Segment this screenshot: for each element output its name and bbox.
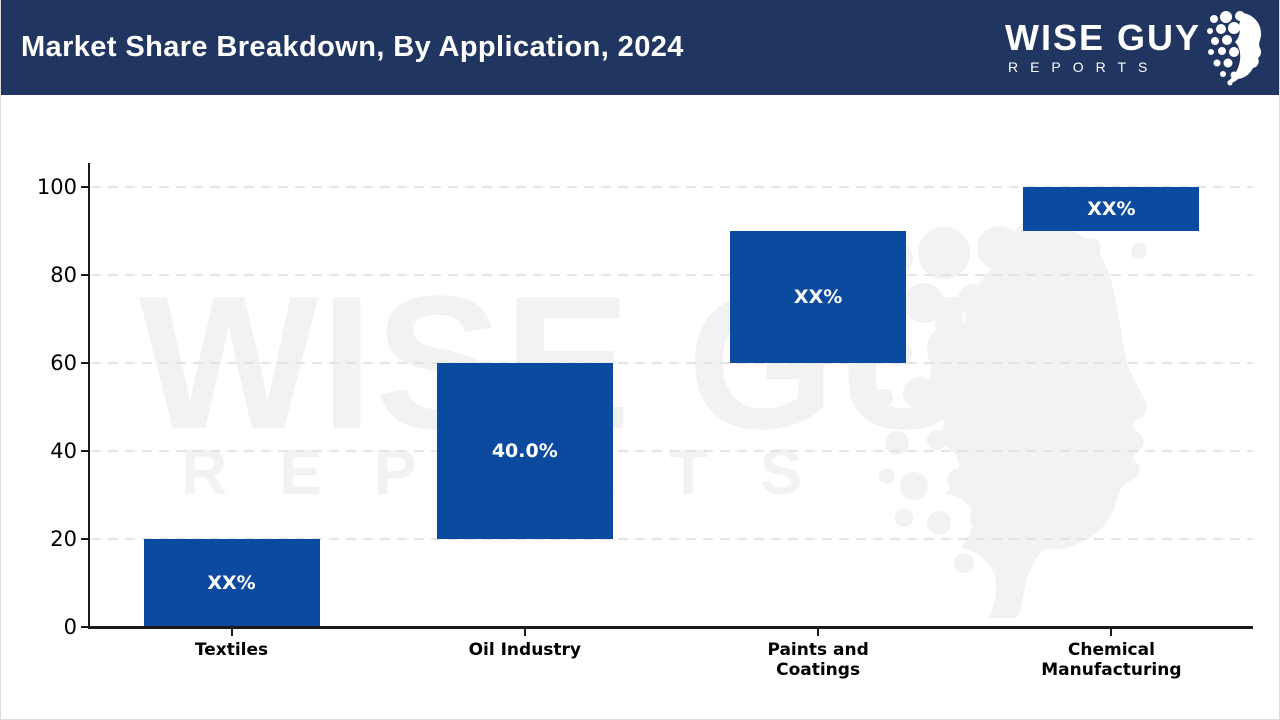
x-category-label: Oil Industry bbox=[468, 640, 582, 660]
x-axis-line bbox=[88, 626, 1253, 629]
x-category-label: Chemical Manufacturing bbox=[1041, 640, 1182, 681]
bar: 40.0% bbox=[436, 363, 613, 540]
page-title: Market Share Breakdown, By Application, … bbox=[21, 31, 684, 63]
bar: XX% bbox=[1023, 187, 1200, 232]
gridline bbox=[91, 538, 1253, 541]
bar: XX% bbox=[730, 231, 907, 364]
y-tick-label: 20 bbox=[50, 527, 77, 552]
y-tick bbox=[81, 538, 89, 541]
y-tick bbox=[81, 186, 89, 189]
y-tick bbox=[81, 274, 89, 277]
y-tick bbox=[81, 362, 89, 365]
y-tick-label: 40 bbox=[50, 439, 77, 464]
x-tick bbox=[230, 628, 233, 636]
x-category-label: Textiles bbox=[194, 640, 269, 660]
y-tick bbox=[81, 626, 89, 628]
gridline bbox=[91, 186, 1253, 189]
logo-face-icon bbox=[1207, 10, 1262, 85]
logo-subtext: REPORTS bbox=[1007, 59, 1160, 75]
bar: XX% bbox=[143, 539, 320, 627]
bar-value-label: XX% bbox=[207, 572, 256, 594]
y-axis-line bbox=[88, 163, 90, 629]
gridline bbox=[91, 450, 1253, 453]
x-tick bbox=[1110, 628, 1113, 636]
x-category-label: Paints and Coatings bbox=[767, 640, 869, 681]
header-bar: Market Share Breakdown, By Application, … bbox=[1, 0, 1279, 95]
gridline bbox=[91, 274, 1253, 277]
y-tick-label: 0 bbox=[63, 615, 77, 639]
gridline bbox=[91, 362, 1253, 365]
wiseguy-logo: WISE GUY REPORTS bbox=[1005, 10, 1279, 86]
bar-value-label: 40.0% bbox=[491, 440, 558, 463]
bar-value-label: XX% bbox=[793, 286, 843, 309]
x-tick bbox=[523, 628, 526, 636]
y-tick-label: 60 bbox=[50, 351, 77, 376]
y-tick bbox=[81, 450, 89, 453]
logo-wordmark: WISE GUY bbox=[1004, 17, 1201, 58]
bar-value-label: XX% bbox=[1087, 198, 1136, 221]
y-tick-label: 100 bbox=[36, 175, 77, 200]
y-tick-label: 80 bbox=[50, 263, 77, 288]
x-tick bbox=[817, 628, 820, 636]
